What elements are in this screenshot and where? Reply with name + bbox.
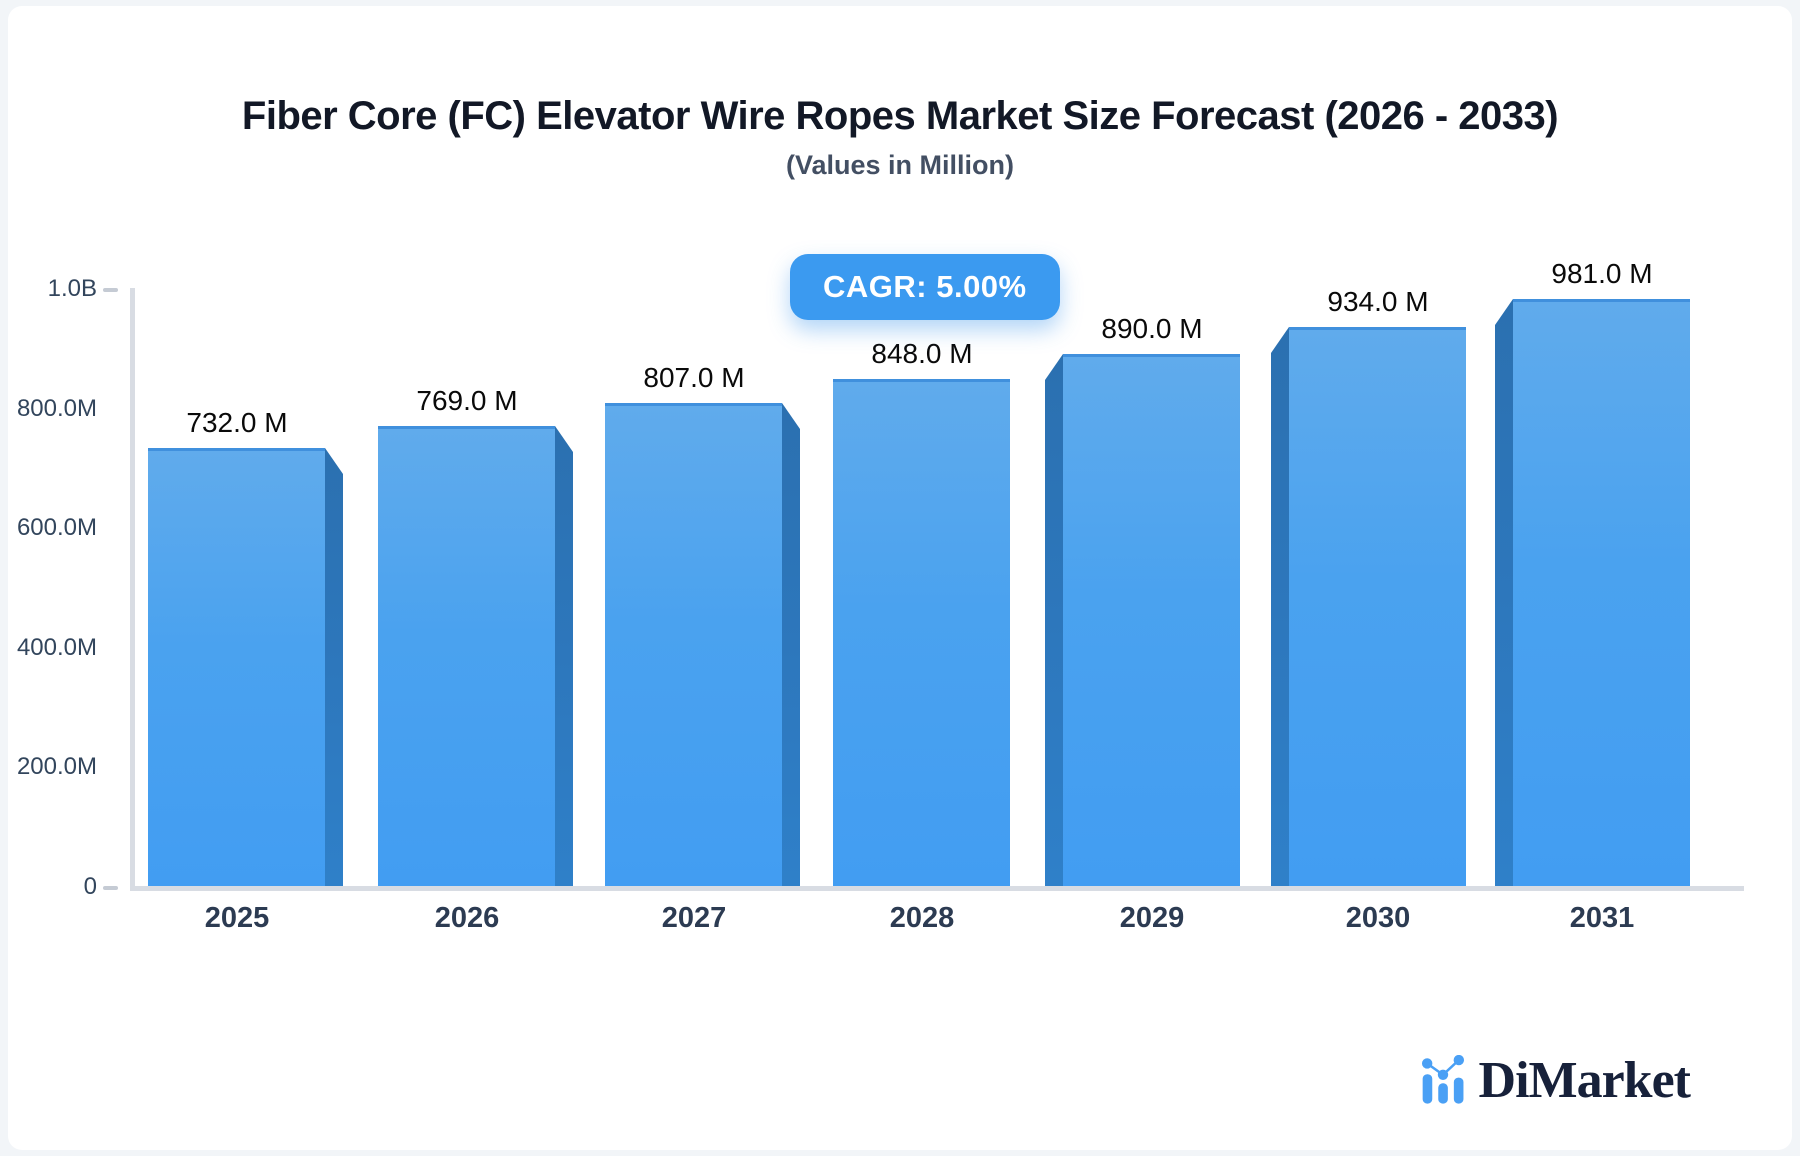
bar-2025[interactable] (148, 448, 325, 886)
bar-2025-side-face (325, 448, 343, 886)
y-axis-tick (103, 886, 118, 890)
x-axis-label-2027: 2027 (661, 902, 727, 934)
bar-2027-side-face (782, 403, 800, 886)
bar-2027[interactable] (605, 403, 782, 886)
x-axis-label-2031: 2031 (1569, 902, 1635, 934)
chart-subtitle: (Values in Million) (785, 150, 1015, 180)
x-axis-label-2025: 2025 (204, 902, 270, 934)
y-axis-label-400.0M: 400.0M (16, 633, 97, 661)
bar-2026[interactable] (378, 426, 555, 886)
bar-2030[interactable] (1289, 327, 1466, 886)
bar-2029[interactable] (1063, 354, 1240, 886)
bar-value-label-2027: 807.0 M (643, 362, 745, 393)
bar-2028[interactable] (833, 379, 1010, 886)
bar-2026-side-face (555, 426, 573, 886)
y-axis-label-600.0M: 600.0M (16, 514, 97, 542)
chart-title: Fiber Core (FC) Elevator Wire Ropes Mark… (241, 94, 1559, 138)
y-axis-label-800.0M: 800.0M (16, 394, 97, 422)
y-axis-line (130, 288, 135, 889)
x-axis-label-2030: 2030 (1345, 902, 1411, 934)
bar-2029-side-face (1045, 354, 1063, 886)
x-axis-label-2028: 2028 (889, 902, 955, 934)
bar-value-label-2025: 732.0 M (186, 407, 288, 438)
brand-logo-text: DiMarket (1478, 1052, 1691, 1109)
y-axis-label-0: 0 (83, 873, 97, 900)
y-axis-label-1.0B: 1.0B (47, 275, 97, 302)
x-axis-line (130, 886, 1744, 891)
bar-value-label-2029: 890.0 M (1101, 313, 1203, 344)
bar-2030-side-face (1271, 327, 1289, 886)
y-axis-label-200.0M: 200.0M (16, 753, 97, 781)
brand-logo: DiMarket (1420, 1051, 1691, 1110)
bar-2031-side-face (1495, 299, 1513, 886)
bar-value-label-2028: 848.0 M (871, 338, 973, 369)
bar-2031[interactable] (1513, 299, 1690, 886)
cagr-badge: CAGR: 5.00% (790, 254, 1060, 320)
x-axis-label-2026: 2026 (434, 902, 500, 934)
mini-bar-chart-icon (1420, 1054, 1466, 1107)
bar-value-label-2031: 981.0 M (1551, 258, 1653, 289)
x-axis-label-2029: 2029 (1119, 902, 1185, 934)
bar-value-label-2030: 934.0 M (1327, 286, 1429, 317)
y-axis-tick (103, 288, 118, 292)
bar-value-label-2026: 769.0 M (416, 385, 518, 416)
